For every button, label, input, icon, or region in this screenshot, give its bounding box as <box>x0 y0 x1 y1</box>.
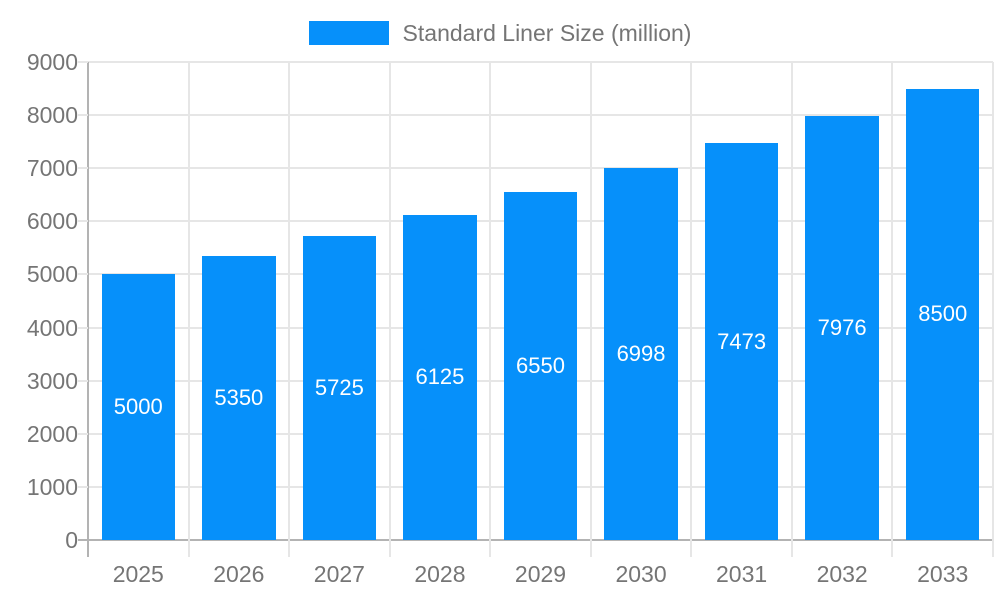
y-axis-label: 1000 <box>26 473 78 500</box>
legend-swatch <box>308 21 389 45</box>
x-axis-tick <box>891 540 894 557</box>
bar-value-label: 5350 <box>214 384 264 410</box>
bar-2033[interactable]: 8500 <box>905 88 980 540</box>
y-axis-label: 8000 <box>26 102 78 129</box>
gridline-v <box>790 62 793 540</box>
y-axis-line <box>87 62 89 540</box>
bar-2029[interactable]: 6550 <box>503 192 578 540</box>
y-axis-tick <box>78 326 88 329</box>
x-axis-label: 2026 <box>213 561 265 587</box>
x-axis-label: 2033 <box>917 561 969 587</box>
bar-value-label: 6550 <box>516 353 565 379</box>
bar-value-label: 7976 <box>817 315 867 341</box>
x-axis-tick <box>388 540 391 557</box>
x-axis-tick <box>690 540 693 557</box>
y-axis-tick <box>78 220 88 223</box>
x-axis-label: 2032 <box>816 561 868 587</box>
x-axis-tick <box>87 540 89 557</box>
bar-2026[interactable]: 5350 <box>202 255 276 540</box>
bar-2030[interactable]: 6998 <box>604 168 678 540</box>
y-axis-label: 3000 <box>26 367 78 394</box>
gridline-v <box>992 62 994 540</box>
bar-2031[interactable]: 7473 <box>704 143 779 540</box>
y-axis-tick <box>78 379 88 382</box>
gridline-v <box>388 62 391 540</box>
gridline-h <box>88 114 993 117</box>
bar-value-label: 5725 <box>314 374 364 400</box>
y-axis-label: 5000 <box>26 261 78 288</box>
x-axis-label: 2028 <box>414 561 466 587</box>
y-axis-label: 0 <box>65 527 78 553</box>
x-axis-label: 2027 <box>313 561 365 587</box>
plot-area: 5000 5350 5725 6125 6550 6998 7473 7976 8500 <box>78 61 994 541</box>
bar-value-label: 5000 <box>113 394 163 420</box>
gridline-v <box>288 62 291 540</box>
x-axis-tick <box>288 540 291 557</box>
legend[interactable]: Standard Liner Size (million) <box>0 17 1000 49</box>
bar-2028[interactable]: 6125 <box>403 214 477 540</box>
y-axis-tick <box>78 273 88 276</box>
y-axis-tick <box>78 432 88 435</box>
x-axis-tick <box>489 540 492 557</box>
y-axis-label: 9000 <box>26 49 78 75</box>
bar-value-label: 7473 <box>717 328 767 354</box>
x-axis-baseline <box>78 539 993 541</box>
y-axis-label: 4000 <box>26 314 78 341</box>
bar-value-label: 6125 <box>415 364 465 390</box>
y-axis-label: 6000 <box>26 208 78 235</box>
gridline-h <box>88 167 993 170</box>
y-axis-tick <box>78 114 88 117</box>
x-axis-tick <box>589 540 592 557</box>
x-axis-label: 2030 <box>615 561 667 587</box>
gridline-v <box>891 62 894 540</box>
gridline-v <box>589 62 592 540</box>
y-axis-label: 7000 <box>26 155 78 182</box>
gridline-v <box>690 62 693 540</box>
legend-label: Standard Liner Size (million) <box>402 19 692 46</box>
bar-2025[interactable]: 5000 <box>101 274 176 540</box>
y-axis-label: 2000 <box>26 420 78 447</box>
y-axis-tick <box>78 167 88 170</box>
y-axis-tick <box>78 61 88 63</box>
bar-value-label: 8500 <box>918 301 968 327</box>
x-axis-label: 2025 <box>112 561 164 587</box>
x-axis-label: 2031 <box>716 561 768 587</box>
y-axis-tick <box>78 485 88 488</box>
gridline-v <box>187 62 190 540</box>
x-axis-tick <box>790 540 793 557</box>
bar-2032[interactable]: 7976 <box>805 116 879 540</box>
bar-value-label: 6998 <box>616 341 666 367</box>
gridline-v <box>489 62 492 540</box>
y-axis-tick <box>78 539 88 541</box>
gridline-h <box>88 61 993 63</box>
x-axis-label: 2029 <box>514 561 567 587</box>
x-axis-tick <box>992 540 994 557</box>
bar-2027[interactable]: 5725 <box>302 235 377 540</box>
x-axis-tick <box>187 540 190 557</box>
